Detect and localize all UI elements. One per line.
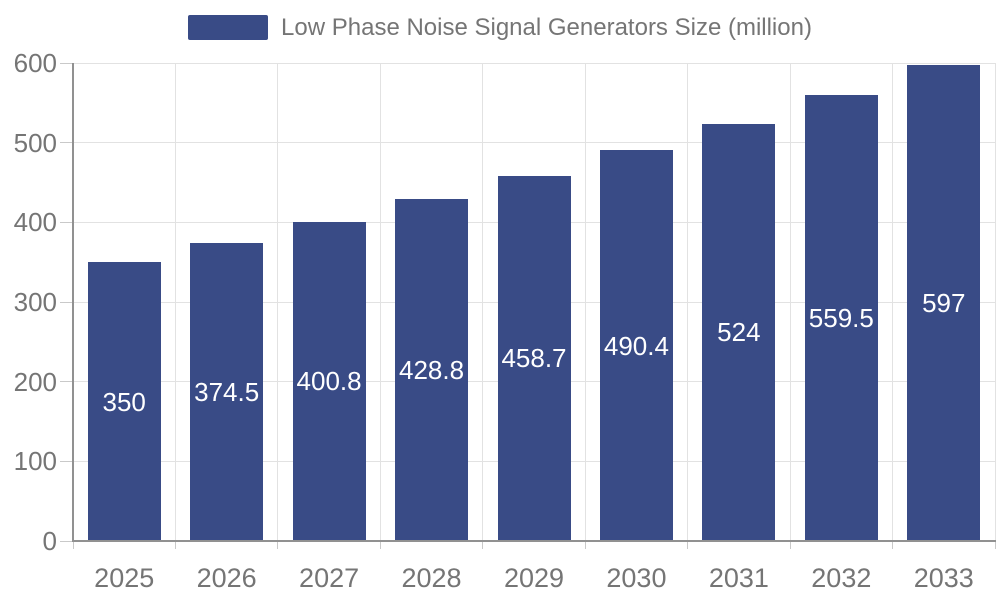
v-gridline: [789, 63, 791, 541]
x-axis-tick: [379, 541, 381, 549]
bar-value-label-2030: 490.4: [603, 330, 669, 361]
y-tick-label-100: 100: [13, 446, 57, 477]
v-gridline: [994, 63, 996, 541]
bar-value-label-2029: 458.7: [501, 343, 567, 374]
h-gridline: [73, 62, 995, 64]
y-axis-tick: [60, 221, 72, 223]
x-axis-tick: [482, 541, 484, 549]
x-tick-label-2031: 2031: [708, 563, 769, 593]
y-tick-label-200: 200: [13, 366, 57, 397]
v-gridline: [892, 63, 894, 541]
bar-value-label-2026: 374.5: [194, 376, 260, 407]
legend-label: Low Phase Noise Signal Generators Size (…: [281, 14, 812, 41]
x-tick-label-2028: 2028: [401, 563, 462, 593]
legend-swatch: [188, 15, 269, 40]
x-tick-label-2027: 2027: [299, 563, 360, 593]
y-axis-tick: [60, 142, 72, 144]
x-axis-tick: [174, 541, 176, 549]
x-axis-tick: [584, 541, 586, 549]
h-gridline: [73, 142, 995, 144]
y-axis-tick: [60, 460, 72, 462]
y-tick-label-500: 500: [13, 127, 57, 158]
x-axis-line: [71, 539, 996, 542]
bar-value-label-2033: 597: [922, 288, 966, 319]
bar-value-label-2031: 524: [717, 317, 761, 348]
y-tick-label-600: 600: [13, 48, 57, 78]
bar-value-label-2027: 400.8: [296, 366, 362, 397]
bar-2032: [804, 95, 878, 541]
chart-legend[interactable]: Low Phase Noise Signal Generators Size (…: [0, 15, 1000, 40]
bar-value-label-2028: 428.8: [399, 355, 465, 386]
x-axis-tick: [72, 541, 74, 549]
bar-2025: [87, 262, 161, 541]
y-axis-tick: [60, 62, 72, 64]
y-tick-label-400: 400: [13, 207, 57, 238]
x-tick-label-2032: 2032: [811, 563, 872, 593]
bar-2027: [292, 221, 366, 541]
x-axis-tick: [277, 541, 279, 549]
v-gridline: [687, 63, 689, 541]
y-tick-label-0: 0: [42, 526, 57, 556]
x-axis-tick: [892, 541, 894, 549]
bar-2026: [190, 242, 264, 541]
x-tick-label-2029: 2029: [503, 563, 565, 593]
v-gridline: [482, 63, 484, 541]
bar-2033: [907, 65, 981, 541]
y-axis-tick: [60, 381, 72, 383]
x-axis-tick: [994, 541, 996, 549]
x-tick-label-2030: 2030: [606, 563, 667, 593]
x-tick-label-2025: 2025: [94, 563, 155, 593]
v-gridline: [174, 63, 176, 541]
y-tick-label-300: 300: [13, 287, 57, 317]
bar-2031: [702, 123, 776, 541]
v-gridline: [584, 63, 586, 541]
y-axis-line: [71, 63, 74, 542]
x-axis-tick: [687, 541, 689, 549]
x-tick-label-2026: 2026: [196, 563, 257, 593]
v-gridline: [277, 63, 279, 541]
y-axis-tick: [60, 540, 72, 542]
x-tick-label-2033: 2033: [913, 563, 974, 593]
bar-value-label-2025: 350: [102, 386, 146, 417]
bar-2030: [599, 150, 673, 541]
x-axis-tick: [789, 541, 791, 549]
bar-value-label-2032: 559.5: [808, 303, 874, 334]
bar-2029: [497, 175, 571, 541]
y-axis-tick: [60, 301, 72, 303]
v-gridline: [379, 63, 381, 541]
bar-2028: [395, 199, 469, 541]
